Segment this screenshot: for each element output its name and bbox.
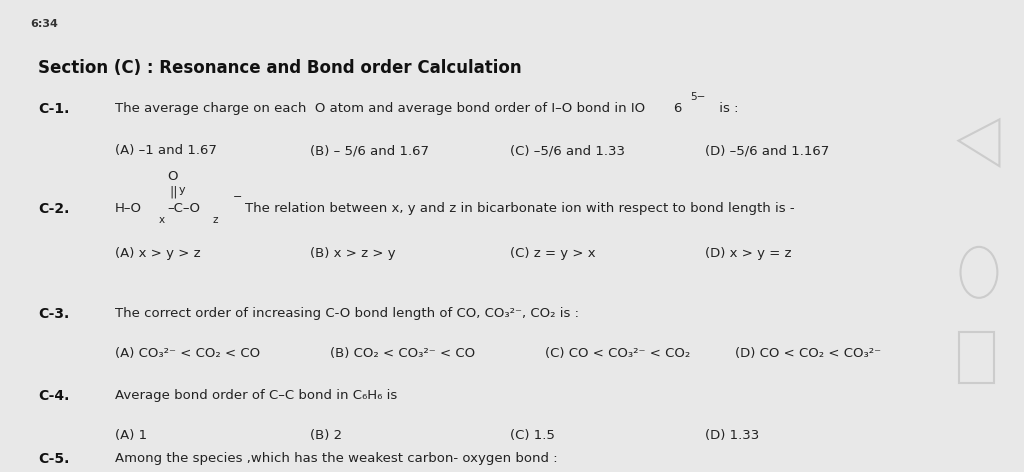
Text: (C) z = y > x: (C) z = y > x bbox=[510, 247, 596, 260]
Text: C-2.: C-2. bbox=[38, 202, 70, 216]
Text: 5−: 5− bbox=[690, 92, 706, 102]
Text: C-4.: C-4. bbox=[38, 389, 70, 403]
Text: –C–O: –C–O bbox=[167, 202, 200, 215]
Text: C-3.: C-3. bbox=[38, 307, 70, 321]
Text: (B) x > z > y: (B) x > z > y bbox=[310, 247, 395, 260]
Text: ||: || bbox=[169, 185, 177, 198]
Text: The average charge on each  O atom and average bond order of I–O bond in IO: The average charge on each O atom and av… bbox=[115, 102, 645, 115]
Text: O: O bbox=[167, 170, 177, 183]
Text: C-5.: C-5. bbox=[38, 452, 70, 466]
Text: (A) CO₃²⁻ < CO₂ < CO: (A) CO₃²⁻ < CO₂ < CO bbox=[115, 347, 260, 360]
Text: 6:34: 6:34 bbox=[31, 18, 58, 29]
Text: (D) –5/6 and 1.167: (D) –5/6 and 1.167 bbox=[705, 144, 829, 157]
Text: (B) CO₂ < CO₃²⁻ < CO: (B) CO₂ < CO₃²⁻ < CO bbox=[330, 347, 475, 360]
Text: (B) 2: (B) 2 bbox=[310, 429, 342, 442]
Text: H–O: H–O bbox=[115, 202, 142, 215]
Text: y: y bbox=[179, 185, 185, 195]
Text: (C) 1.5: (C) 1.5 bbox=[510, 429, 555, 442]
Text: 6: 6 bbox=[673, 102, 681, 115]
Text: C-1.: C-1. bbox=[38, 102, 70, 116]
Text: (A) x > y > z: (A) x > y > z bbox=[115, 247, 201, 260]
Text: x: x bbox=[159, 215, 165, 225]
Text: Average bond order of C–C bond in C₆H₆ is: Average bond order of C–C bond in C₆H₆ i… bbox=[115, 389, 397, 402]
Text: Among the species ,which has the weakest carbon- oxygen bond :: Among the species ,which has the weakest… bbox=[115, 452, 558, 465]
Text: (A) –1 and 1.67: (A) –1 and 1.67 bbox=[115, 144, 217, 157]
Text: The relation between x, y and z in bicarbonate ion with respect to bond length i: The relation between x, y and z in bicar… bbox=[245, 202, 795, 215]
Text: (D) 1.33: (D) 1.33 bbox=[705, 429, 759, 442]
Text: (A) 1: (A) 1 bbox=[115, 429, 147, 442]
Text: (B) – 5/6 and 1.67: (B) – 5/6 and 1.67 bbox=[310, 144, 429, 157]
Text: (D) x > y = z: (D) x > y = z bbox=[705, 247, 792, 260]
Text: (D) CO < CO₂ < CO₃²⁻: (D) CO < CO₂ < CO₃²⁻ bbox=[735, 347, 881, 360]
Text: z: z bbox=[212, 215, 217, 225]
Text: Section (C) : Resonance and Bond order Calculation: Section (C) : Resonance and Bond order C… bbox=[38, 59, 521, 77]
Text: is :: is : bbox=[715, 102, 738, 115]
Text: (C) CO < CO₃²⁻ < CO₂: (C) CO < CO₃²⁻ < CO₂ bbox=[545, 347, 690, 360]
Text: The correct order of increasing C-O bond length of CO, CO₃²⁻, CO₂ is :: The correct order of increasing C-O bond… bbox=[115, 307, 579, 320]
Text: −: − bbox=[233, 192, 243, 202]
Text: (C) –5/6 and 1.33: (C) –5/6 and 1.33 bbox=[510, 144, 625, 157]
